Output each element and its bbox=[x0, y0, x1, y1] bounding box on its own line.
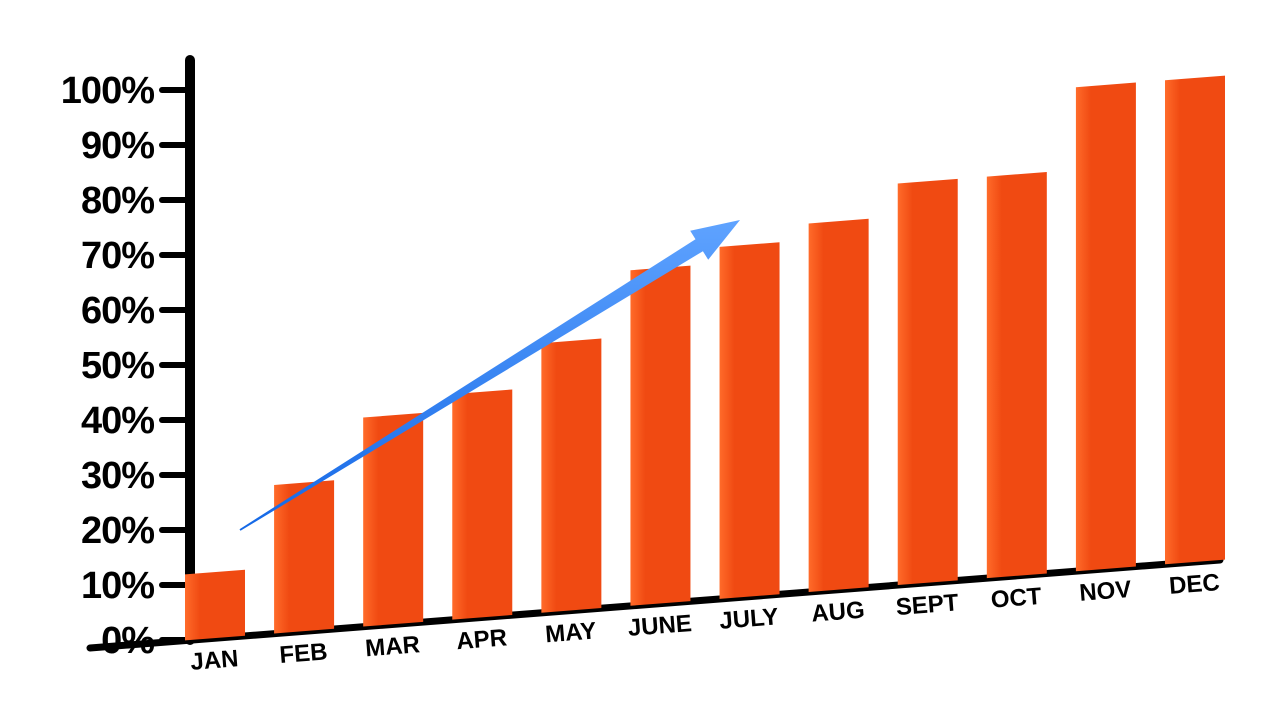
y-tick-label: 50% bbox=[81, 345, 154, 387]
y-tick-label: 80% bbox=[81, 180, 154, 222]
x-tick-label: APR bbox=[455, 624, 508, 655]
y-tick-label: 20% bbox=[81, 510, 154, 552]
bar bbox=[809, 219, 869, 592]
x-tick-label: JULY bbox=[718, 603, 779, 634]
x-tick-label: JAN bbox=[189, 645, 239, 676]
y-tick-label: 40% bbox=[81, 400, 154, 442]
monthly-growth-chart: 0%10%20%30%40%50%60%70%80%90%100%JANFEBM… bbox=[0, 0, 1280, 720]
y-tick-label: 30% bbox=[81, 455, 154, 497]
x-tick-label: OCT bbox=[990, 583, 1043, 614]
x-tick-label: JUNE bbox=[627, 610, 693, 642]
x-tick-label: DEC bbox=[1168, 569, 1221, 600]
x-tick-label: AUG bbox=[810, 597, 865, 628]
bar bbox=[630, 266, 690, 606]
x-tick-label: MAY bbox=[544, 617, 597, 648]
y-tick-label: 90% bbox=[81, 125, 154, 167]
bar bbox=[452, 389, 512, 619]
x-tick-label: FEB bbox=[279, 638, 329, 669]
bar bbox=[1165, 76, 1225, 565]
bar bbox=[1076, 83, 1136, 572]
bar bbox=[541, 339, 601, 613]
x-tick-label: NOV bbox=[1078, 576, 1132, 607]
bar bbox=[185, 570, 245, 641]
bar bbox=[898, 179, 958, 585]
x-tick-label: SEPT bbox=[895, 589, 960, 621]
x-tick-label: MAR bbox=[364, 631, 421, 662]
y-tick-label: 60% bbox=[81, 290, 154, 332]
y-tick-label: 70% bbox=[81, 235, 154, 277]
bar bbox=[720, 242, 780, 599]
y-tick-label: 10% bbox=[81, 565, 154, 607]
bar bbox=[987, 172, 1047, 578]
y-tick-label: 100% bbox=[61, 70, 154, 112]
